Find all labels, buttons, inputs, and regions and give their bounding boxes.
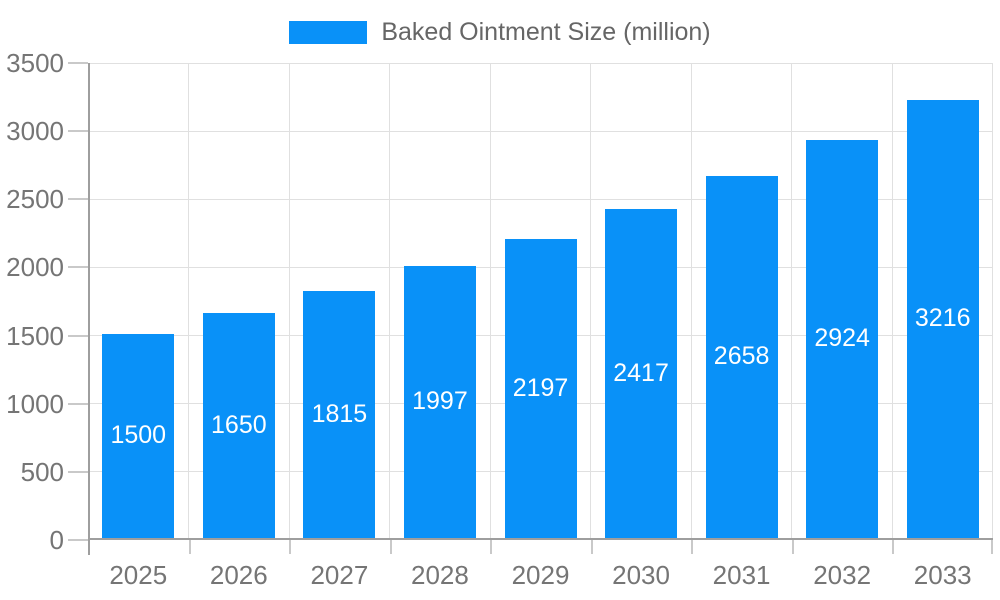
bar-value-label: 2924: [814, 324, 870, 353]
y-axis-labels: 0 500 1000 1500 2000 2500 3000 3500: [0, 48, 88, 555]
v-gridline: [389, 63, 391, 540]
h-gridline: [88, 130, 993, 132]
bar-value-label: 2197: [512, 373, 569, 402]
bar-value-label: 1500: [110, 421, 167, 450]
bar-value-label: 3216: [914, 304, 971, 333]
y-axis-label: 3500: [6, 48, 64, 78]
bar-value-label: 1997: [412, 387, 468, 416]
x-axis-tick: [389, 540, 392, 554]
y-axis-tick: [68, 470, 88, 473]
x-axis-tick: [188, 540, 191, 554]
y-axis-label: 1000: [6, 388, 64, 419]
x-axis-label: 2028: [411, 560, 469, 590]
bar[interactable]: 1500: [102, 333, 175, 538]
bar-value-label: 2658: [713, 342, 770, 371]
x-axis-tick: [791, 540, 794, 554]
y-axis-label: 2000: [6, 252, 64, 283]
bar[interactable]: 2417: [605, 208, 678, 538]
x-axis-label: 2031: [712, 560, 771, 590]
bar[interactable]: 2658: [705, 175, 778, 538]
bar-value-label: 1815: [311, 399, 368, 428]
x-axis-label: 2027: [310, 560, 369, 590]
bar[interactable]: 2197: [504, 238, 577, 538]
h-gridline: [88, 198, 993, 200]
h-gridline: [88, 62, 993, 64]
x-axis-label: 2026: [209, 560, 268, 590]
x-axis-label: 2033: [913, 560, 972, 590]
x-axis-label: 2032: [813, 560, 872, 590]
bar[interactable]: 1815: [303, 290, 376, 538]
y-axis-label: 500: [20, 456, 64, 487]
x-axis-line: [88, 538, 993, 540]
legend-swatch: [289, 20, 368, 44]
x-axis-label: 2030: [612, 560, 670, 590]
y-axis-tick: [68, 402, 88, 405]
y-axis-label: 2500: [6, 184, 64, 215]
y-axis-tick: [68, 334, 88, 337]
plot-area: 1500 1650 1815 1997 2197 2417 2658 2924 3216: [68, 62, 993, 555]
y-axis-tick: [68, 539, 88, 541]
y-axis-label: 3000: [6, 116, 64, 147]
x-axis-tick: [590, 540, 593, 554]
x-axis-tick: [691, 540, 694, 554]
legend[interactable]: Baked Ointment Size (million): [0, 17, 1000, 46]
y-axis-label: 0: [49, 525, 64, 555]
v-gridline: [489, 63, 491, 540]
x-axis-tick: [892, 540, 895, 554]
y-axis-tick: [68, 130, 88, 133]
y-axis-tick: [68, 198, 88, 201]
v-gridline: [288, 63, 290, 540]
bar[interactable]: 1650: [202, 313, 275, 538]
y-axis-label: 1500: [6, 320, 64, 351]
y-axis-line: [88, 63, 90, 555]
y-axis-tick: [68, 266, 88, 269]
bar[interactable]: 2924: [806, 139, 879, 538]
y-axis-tick: [68, 62, 88, 64]
x-axis-label: 2025: [109, 560, 168, 590]
v-gridline: [791, 63, 793, 540]
v-gridline: [891, 63, 893, 540]
bar-value-label: 1650: [211, 411, 267, 440]
legend-label: Baked Ointment Size (million): [381, 17, 711, 46]
x-axis-tick: [490, 540, 493, 554]
v-gridline: [590, 63, 592, 540]
x-axis-tick: [289, 540, 292, 554]
x-axis-label: 2029: [511, 560, 570, 590]
x-axis-labels: 2025 2026 2027 2028 2029 2030 2031 2032 2033: [88, 558, 993, 592]
bar-value-label: 2417: [613, 358, 669, 387]
x-axis-tick: [991, 540, 993, 554]
v-gridline: [991, 63, 993, 540]
v-gridline: [188, 63, 190, 540]
v-gridline: [690, 63, 692, 540]
bar[interactable]: 3216: [906, 99, 979, 538]
bar[interactable]: 1997: [403, 265, 476, 538]
